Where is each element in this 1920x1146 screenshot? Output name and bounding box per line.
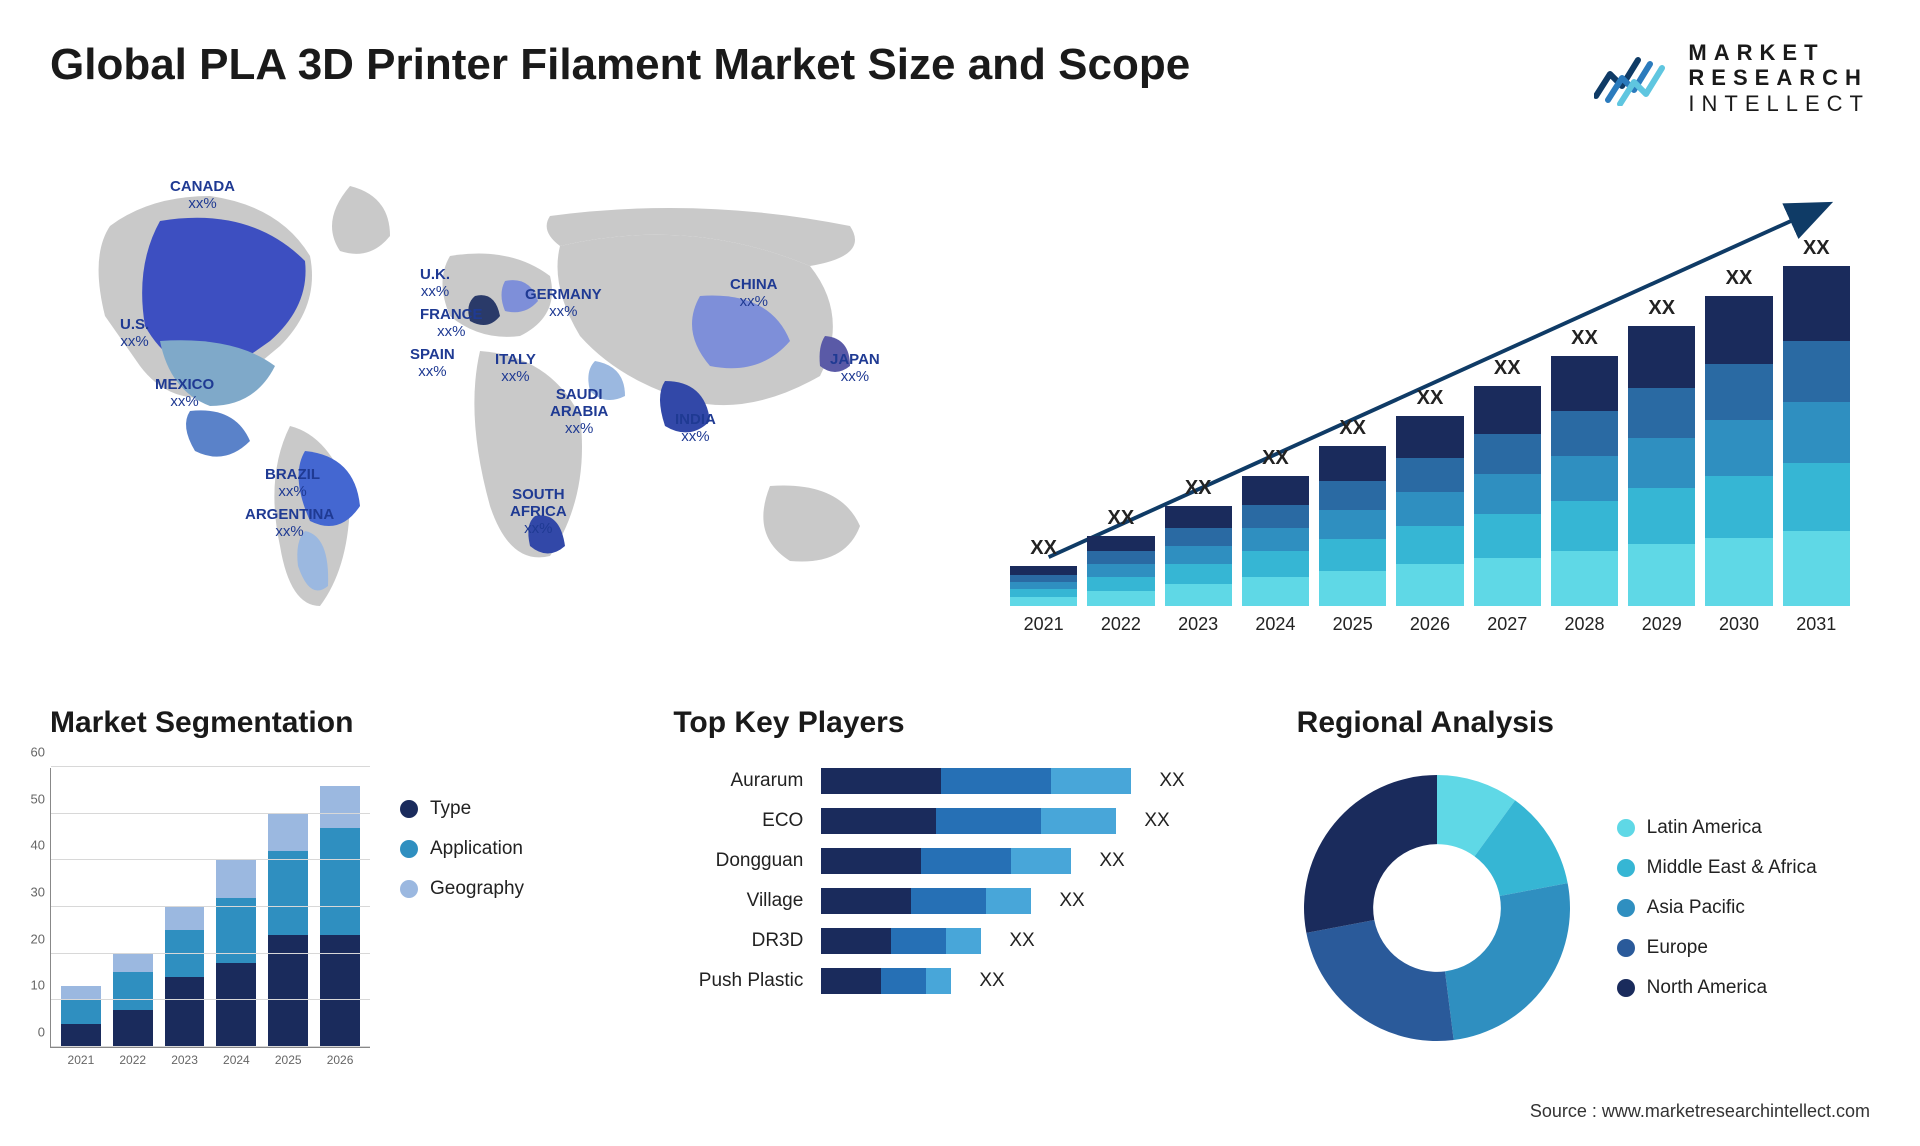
forecast-bar: XX2031 xyxy=(1783,266,1850,606)
segmentation-chart: 202120222023202420252026 0102030405060 xyxy=(50,768,370,1048)
legend-item: Type xyxy=(400,798,524,820)
bottom-row: Market Segmentation 2021 2022 2023 2024 2025… xyxy=(50,706,1870,1048)
players-panel: Top Key Players AurarumXX ECOXX DongguanXX… xyxy=(673,706,1246,1048)
map-label: SPAINxx% xyxy=(410,346,455,381)
legend-item: Geography xyxy=(400,878,524,900)
segmentation-bar: 2024 xyxy=(216,860,256,1047)
map-label: BRAZILxx% xyxy=(265,466,320,501)
players-title: Top Key Players xyxy=(673,706,1246,740)
brand-logo: MARKET RESEARCH INTELLECT xyxy=(1594,40,1870,116)
legend-item: Europe xyxy=(1617,937,1817,959)
regional-donut-chart xyxy=(1297,768,1577,1048)
player-row: DR3DXX xyxy=(673,928,1246,954)
segmentation-bar: 2025 xyxy=(268,814,308,1047)
forecast-chart: XX2021XX2022XX2023XX2024XX2025XX2026XX20… xyxy=(990,166,1870,646)
header: Global PLA 3D Printer Filament Market Si… xyxy=(50,40,1870,116)
forecast-bar: XX2028 xyxy=(1551,356,1618,606)
regional-legend: Latin America Middle East & Africa Asia Pa… xyxy=(1617,817,1817,999)
segmentation-bar: 2021 xyxy=(61,986,101,1047)
map-label: JAPANxx% xyxy=(830,351,880,386)
map-label: INDIAxx% xyxy=(675,411,716,446)
donut-slice xyxy=(1306,920,1453,1041)
map-label: ARGENTINAxx% xyxy=(245,506,334,541)
map-label: GERMANYxx% xyxy=(525,286,602,321)
map-label: MEXICOxx% xyxy=(155,376,214,411)
player-row: AurarumXX xyxy=(673,768,1246,794)
world-map-panel: CANADAxx% U.S.xx%MEXICOxx% BRAZILxx% ARGENT… xyxy=(50,166,930,646)
segmentation-legend: Type Application Geography xyxy=(400,768,524,900)
map-label: CHINAxx% xyxy=(730,276,778,311)
map-label: SOUTHAFRICAxx% xyxy=(510,486,567,538)
legend-item: North America xyxy=(1617,977,1817,999)
forecast-bar: XX2030 xyxy=(1705,296,1772,606)
segmentation-bar: 2022 xyxy=(113,954,153,1047)
forecast-bar: XX2025 xyxy=(1319,446,1386,606)
player-row: ECOXX xyxy=(673,808,1246,834)
player-row: DongguanXX xyxy=(673,848,1246,874)
forecast-bar: XX2024 xyxy=(1242,476,1309,606)
logo-text: MARKET RESEARCH INTELLECT xyxy=(1688,40,1870,116)
page-title: Global PLA 3D Printer Filament Market Si… xyxy=(50,40,1190,90)
map-label: SAUDIARABIAxx% xyxy=(550,386,608,438)
logo-icon xyxy=(1594,50,1674,106)
player-row: Push PlasticXX xyxy=(673,968,1246,994)
legend-item: Middle East & Africa xyxy=(1617,857,1817,879)
map-label: FRANCExx% xyxy=(420,306,483,341)
forecast-bar: XX2029 xyxy=(1628,326,1695,606)
map-label: ITALYxx% xyxy=(495,351,536,386)
forecast-bar: XX2026 xyxy=(1396,416,1463,606)
forecast-bar: XX2021 xyxy=(1010,566,1077,606)
donut-slice xyxy=(1445,883,1570,1040)
segmentation-bar: 2026 xyxy=(320,786,360,1047)
regional-title: Regional Analysis xyxy=(1297,706,1870,740)
forecast-bar: XX2022 xyxy=(1087,536,1154,606)
map-label: U.K.xx% xyxy=(420,266,450,301)
map-label: CANADAxx% xyxy=(170,178,235,213)
forecast-bar: XX2023 xyxy=(1165,506,1232,606)
donut-slice xyxy=(1304,775,1437,933)
source-text: Source : www.marketresearchintellect.com xyxy=(1530,1101,1870,1122)
legend-item: Latin America xyxy=(1617,817,1817,839)
segmentation-panel: Market Segmentation 2021 2022 2023 2024 2025… xyxy=(50,706,623,1048)
segmentation-bar: 2023 xyxy=(165,907,205,1047)
regional-panel: Regional Analysis Latin America Middle Ea… xyxy=(1297,706,1870,1048)
legend-item: Asia Pacific xyxy=(1617,897,1817,919)
segmentation-title: Market Segmentation xyxy=(50,706,623,740)
player-row: VillageXX xyxy=(673,888,1246,914)
map-label: U.S.xx% xyxy=(120,316,149,351)
top-row: CANADAxx% U.S.xx%MEXICOxx% BRAZILxx% ARGENT… xyxy=(50,166,1870,646)
forecast-bar: XX2027 xyxy=(1474,386,1541,606)
players-chart: AurarumXX ECOXX DongguanXX VillageXX DR3DXX P… xyxy=(673,768,1246,994)
legend-item: Application xyxy=(400,838,524,860)
